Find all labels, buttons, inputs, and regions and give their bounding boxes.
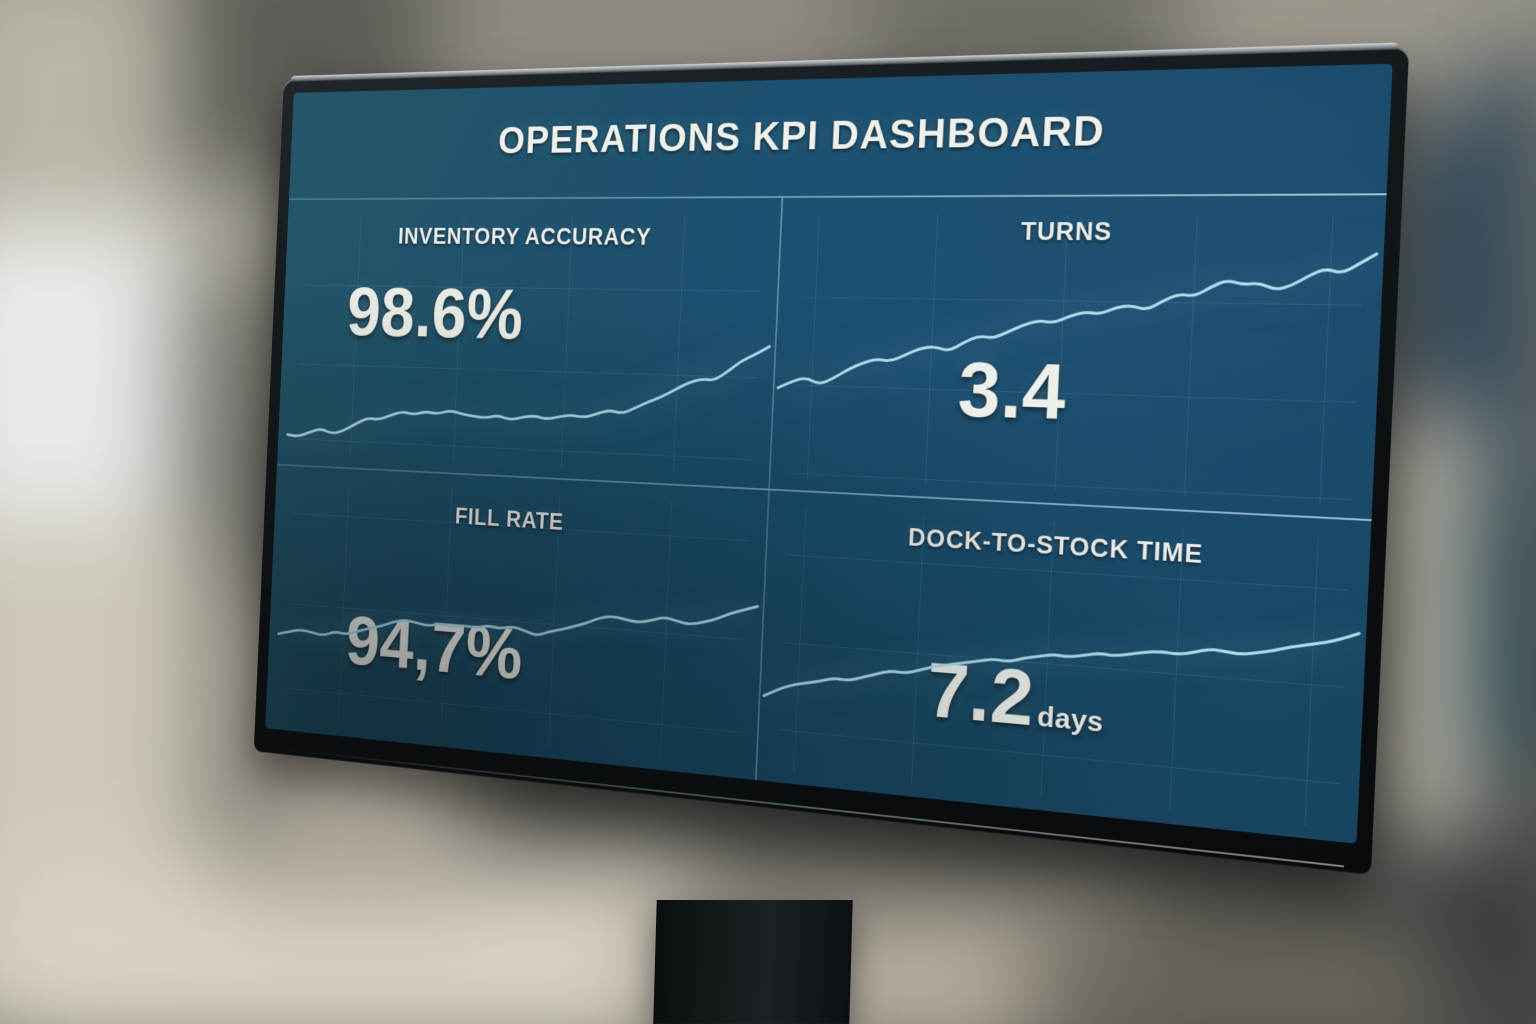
kpi-panel-turns[interactable]: TURNS 3.4 [768, 195, 1386, 520]
kpi-label-dock-to-stock-time: DOCK-TO-STOCK TIME [907, 522, 1204, 569]
kpi-panel-inventory-accuracy[interactable]: INVENTORY ACCURACY 98.6% [277, 197, 781, 488]
monitor-screen: OPERATIONS KPI DASHBOARD [265, 63, 1393, 844]
sparkline-dock-to-stock-time [764, 571, 1361, 766]
kpi-panel-fill-rate[interactable]: FILL RATE 94,7% [265, 464, 768, 780]
page-title: OPERATIONS KPI DASHBOARD [497, 106, 1107, 163]
kpi-panel-dock-to-stock-time[interactable]: DOCK-TO-STOCK TIME 7.2days [755, 489, 1372, 844]
monitor-stand-neck [653, 900, 853, 1024]
dashboard-header: OPERATIONS KPI DASHBOARD [288, 64, 1393, 200]
monitor-bezel: OPERATIONS KPI DASHBOARD [253, 46, 1410, 876]
sparkline-turns [777, 232, 1378, 428]
sparkline-inventory-accuracy [286, 321, 770, 476]
kpi-label-fill-rate: FILL RATE [454, 503, 565, 536]
monitor: OPERATIONS KPI DASHBOARD [253, 46, 1410, 876]
kpi-label-inventory-accuracy: INVENTORY ACCURACY [397, 223, 652, 250]
kpi-panel-grid: INVENTORY ACCURACY 98.6% [265, 195, 1386, 844]
kpi-dashboard: OPERATIONS KPI DASHBOARD [265, 64, 1392, 844]
